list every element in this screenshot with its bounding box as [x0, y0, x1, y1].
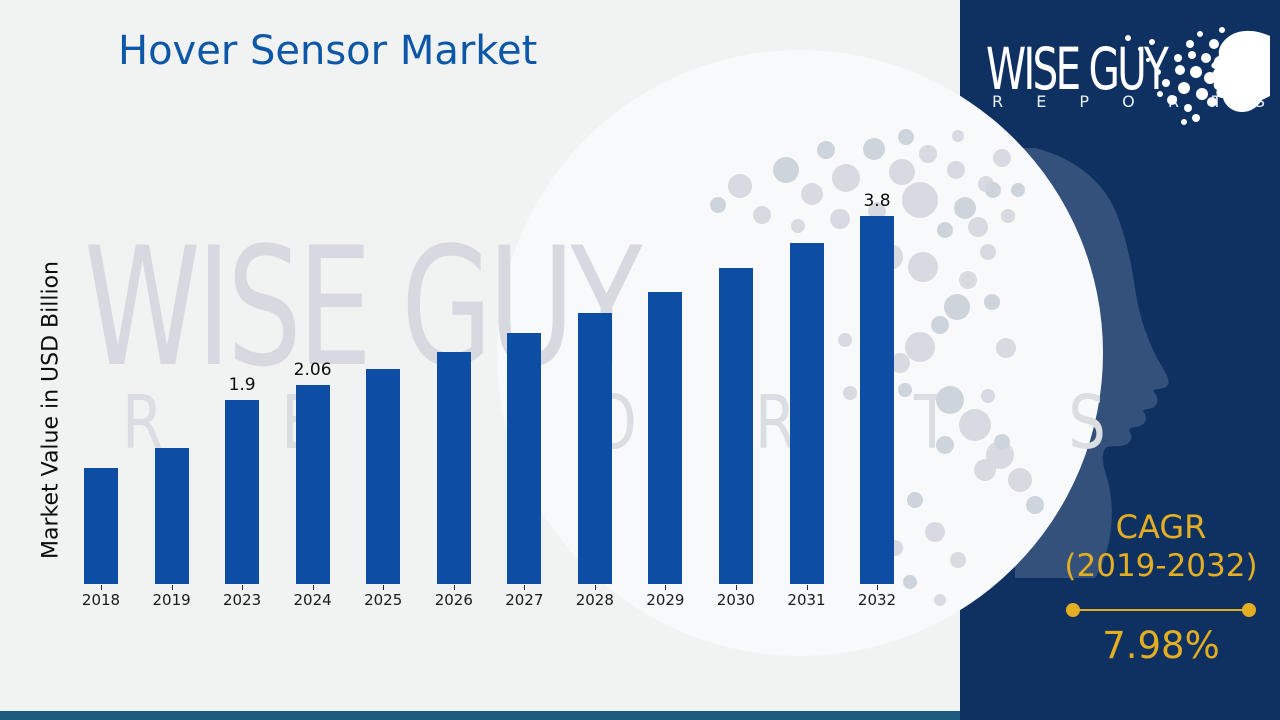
cagr-block: CAGR (2019-2032) 7.98% [1056, 508, 1266, 668]
x-tick-label-2019: 2019 [152, 591, 191, 609]
x-tick-2025 [383, 585, 385, 590]
bottom-accent-strip [0, 711, 1280, 720]
x-tick-2027 [524, 585, 526, 590]
x-tick-label-2024: 2024 [293, 591, 332, 609]
x-tick-2019 [171, 585, 173, 590]
x-tick-label-2023: 2023 [223, 591, 262, 609]
cagr-range: (2019-2032) [1064, 548, 1258, 584]
watermark-wordmark: WISE GUY [84, 212, 642, 403]
x-tick-label-2018: 2018 [81, 591, 121, 609]
x-tick-2023 [242, 585, 244, 590]
x-tick-2026 [453, 585, 455, 590]
x-tick-2024 [312, 585, 314, 590]
cagr-value: 7.98% [1102, 624, 1220, 667]
x-tick-label-2025: 2025 [364, 591, 403, 609]
brand-wordmark: WISE GUY [986, 35, 1169, 103]
cagr-label: CAGR [1115, 508, 1207, 546]
bar-2019 [154, 448, 189, 584]
x-tick-label-2028: 2028 [575, 591, 614, 609]
brand-subtext: R E P O R T S [992, 92, 1280, 111]
x-tick-2018 [101, 585, 102, 590]
watermark-subtext: R E P O R T S [122, 380, 1156, 466]
x-tick-2028 [594, 585, 596, 590]
page-title: Hover Sensor Market [118, 28, 538, 74]
bar-2018 [84, 468, 118, 584]
x-tick-label-2026: 2026 [434, 591, 473, 609]
x-tick-label-2027: 2027 [505, 591, 544, 609]
cagr-divider-line [1066, 603, 1256, 617]
y-axis-label: Market Value in USD Billion [38, 260, 64, 560]
